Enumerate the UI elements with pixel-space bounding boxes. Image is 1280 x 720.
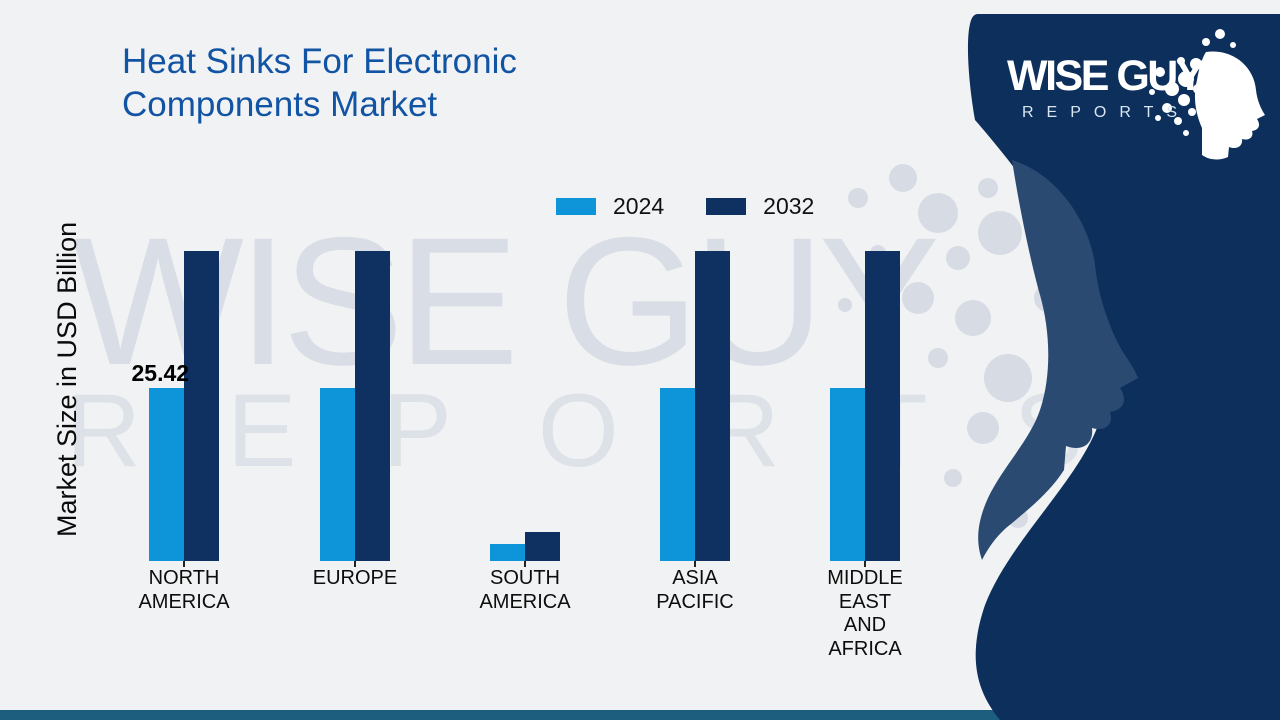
bottom-strip xyxy=(0,710,1280,720)
x-axis-tick xyxy=(694,561,696,567)
legend-item-2024: 2024 xyxy=(556,193,664,220)
chart-title: Heat Sinks For Electronic Components Mar… xyxy=(122,42,517,124)
background-watermark-sub: REPORTS xyxy=(66,373,1169,489)
bar-2024-middle-east-and-africa xyxy=(830,388,865,561)
legend-swatch-2024 xyxy=(556,198,596,215)
legend-item-2032: 2032 xyxy=(706,193,814,220)
bar-2024-south-america xyxy=(490,544,525,561)
watermark-dot xyxy=(918,193,958,233)
watermark-dot xyxy=(928,348,948,368)
category-label-south-america: SOUTH AMERICA xyxy=(479,567,571,613)
x-axis-tick xyxy=(354,561,356,567)
category-label-europe: EUROPE xyxy=(312,567,398,589)
watermark-dot xyxy=(978,211,1022,255)
watermark-dot xyxy=(1008,508,1028,528)
watermark-dot xyxy=(1048,218,1068,238)
watermark-dot xyxy=(1034,284,1062,312)
watermark-dot xyxy=(967,412,999,444)
x-axis-tick xyxy=(864,561,866,567)
watermark-dot xyxy=(978,178,998,198)
watermark-dot xyxy=(984,354,1032,402)
watermark-dot xyxy=(955,300,991,336)
bar-2024-north-america xyxy=(149,388,184,561)
watermark-dot xyxy=(902,282,934,314)
y-axis-label: Market Size in USD Billion xyxy=(52,221,82,537)
logo-sub-wordmark: REPORTS xyxy=(1022,104,1191,121)
watermark-dot xyxy=(848,188,868,208)
bar-2024-europe xyxy=(320,388,355,561)
watermark-dot xyxy=(838,298,852,312)
category-label-asia-pacific: ASIA PACIFIC xyxy=(656,567,734,613)
watermark-dot xyxy=(1064,399,1082,417)
watermark-dot xyxy=(944,469,962,487)
category-label-middle-east-and-africa: MIDDLE EAST AND AFRICA xyxy=(827,567,903,660)
watermark-dot xyxy=(946,246,970,270)
bar-2032-europe xyxy=(355,251,390,561)
chart-legend: 2024 2032 xyxy=(556,193,814,220)
bar-2024-asia-pacific xyxy=(660,388,695,561)
legend-label-2032: 2032 xyxy=(763,193,815,219)
bar-2032-south-america xyxy=(525,532,560,561)
value-label: 25.42 xyxy=(131,360,190,386)
x-axis-tick xyxy=(183,561,185,567)
bar-2032-middle-east-and-africa xyxy=(865,251,900,561)
legend-label-2024: 2024 xyxy=(613,193,665,219)
category-label-north-america: NORTH AMERICA xyxy=(138,567,230,613)
logo-wordmark: WISE GUY xyxy=(1007,52,1205,100)
legend-swatch-2032 xyxy=(706,198,747,215)
x-axis-tick xyxy=(524,561,526,567)
bar-2032-asia-pacific xyxy=(695,251,730,561)
bar-2032-north-america xyxy=(184,251,219,561)
watermark-dot xyxy=(1016,446,1040,470)
watermark-dot xyxy=(889,164,917,192)
